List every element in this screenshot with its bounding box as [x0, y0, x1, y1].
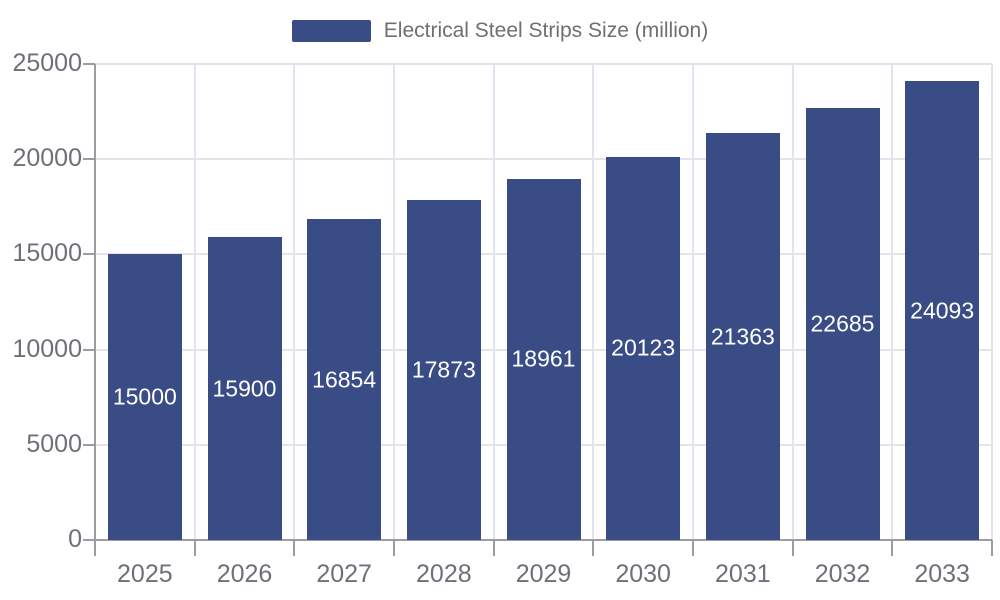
legend-label: Electrical Steel Strips Size (million): [383, 19, 709, 42]
x-axis-tick: [791, 540, 794, 556]
x-tick-label: 2025: [117, 560, 173, 588]
x-axis-tick: [393, 540, 395, 556]
legend-swatch-icon: [291, 20, 371, 42]
x-axis-line: [95, 539, 992, 541]
x-gridline: [891, 64, 894, 540]
bar[interactable]: 21363: [705, 133, 780, 540]
legend: Electrical Steel Strips Size (million): [0, 18, 1000, 44]
x-axis-tick: [293, 540, 296, 556]
bar-value-label: 15000: [112, 383, 177, 410]
x-gridline: [592, 64, 595, 540]
bar[interactable]: 15000: [107, 254, 182, 540]
y-tick-label: 10000: [12, 334, 82, 363]
x-axis-tick: [891, 540, 894, 556]
bar-value-label: 18961: [511, 345, 576, 372]
bar[interactable]: 16854: [307, 219, 382, 540]
x-axis-tick: [991, 540, 993, 556]
x-gridline: [692, 64, 694, 540]
bar-value-label: 22685: [810, 310, 875, 337]
x-axis-tick: [692, 540, 694, 556]
legend-item[interactable]: Electrical Steel Strips Size (million): [291, 18, 709, 44]
bar-value-label: 21363: [710, 323, 775, 350]
y-axis-tick: [83, 539, 95, 541]
y-axis-tick: [83, 63, 95, 65]
bar[interactable]: 22685: [805, 108, 880, 540]
x-gridline: [991, 64, 993, 540]
bar-value-label: 20123: [611, 334, 676, 361]
bar[interactable]: 15900: [207, 237, 282, 540]
x-gridline: [293, 64, 296, 540]
y-axis-tick: [83, 348, 95, 351]
bar-value-label: 16854: [312, 366, 377, 393]
x-gridline: [393, 64, 395, 540]
x-axis-tick: [94, 540, 96, 556]
bar-value-label: 15900: [212, 375, 277, 402]
y-axis-tick: [83, 158, 95, 161]
y-axis-tick: [83, 253, 95, 256]
x-tick-label: 2033: [914, 560, 970, 588]
x-gridline: [193, 64, 196, 540]
y-gridline: [95, 63, 992, 65]
y-gridline: [95, 158, 992, 161]
bar[interactable]: 20123: [606, 156, 681, 540]
y-tick-label: 0: [68, 525, 82, 553]
x-gridline: [492, 64, 495, 540]
x-axis-tick: [193, 540, 196, 556]
x-tick-label: 2029: [515, 560, 572, 588]
y-tick-label: 5000: [26, 429, 82, 458]
x-tick-label: 2030: [615, 560, 671, 588]
x-tick-label: 2028: [416, 560, 472, 588]
y-axis-tick: [83, 443, 95, 446]
y-tick-label: 25000: [12, 49, 82, 77]
x-gridline: [791, 64, 794, 540]
x-tick-label: 2032: [814, 560, 871, 588]
x-tick-label: 2031: [715, 560, 771, 588]
bar-value-label: 17873: [411, 356, 476, 383]
x-tick-label: 2026: [216, 560, 273, 588]
x-axis-tick: [592, 540, 595, 556]
y-tick-label: 15000: [12, 239, 82, 268]
x-axis-tick: [492, 540, 495, 556]
x-tick-label: 2027: [316, 560, 372, 588]
y-tick-label: 20000: [12, 144, 82, 173]
bar[interactable]: 17873: [406, 199, 481, 540]
bar[interactable]: 18961: [506, 178, 581, 540]
bar[interactable]: 24093: [905, 81, 980, 540]
y-axis-line: [94, 64, 96, 542]
bar-value-label: 24093: [910, 297, 975, 324]
